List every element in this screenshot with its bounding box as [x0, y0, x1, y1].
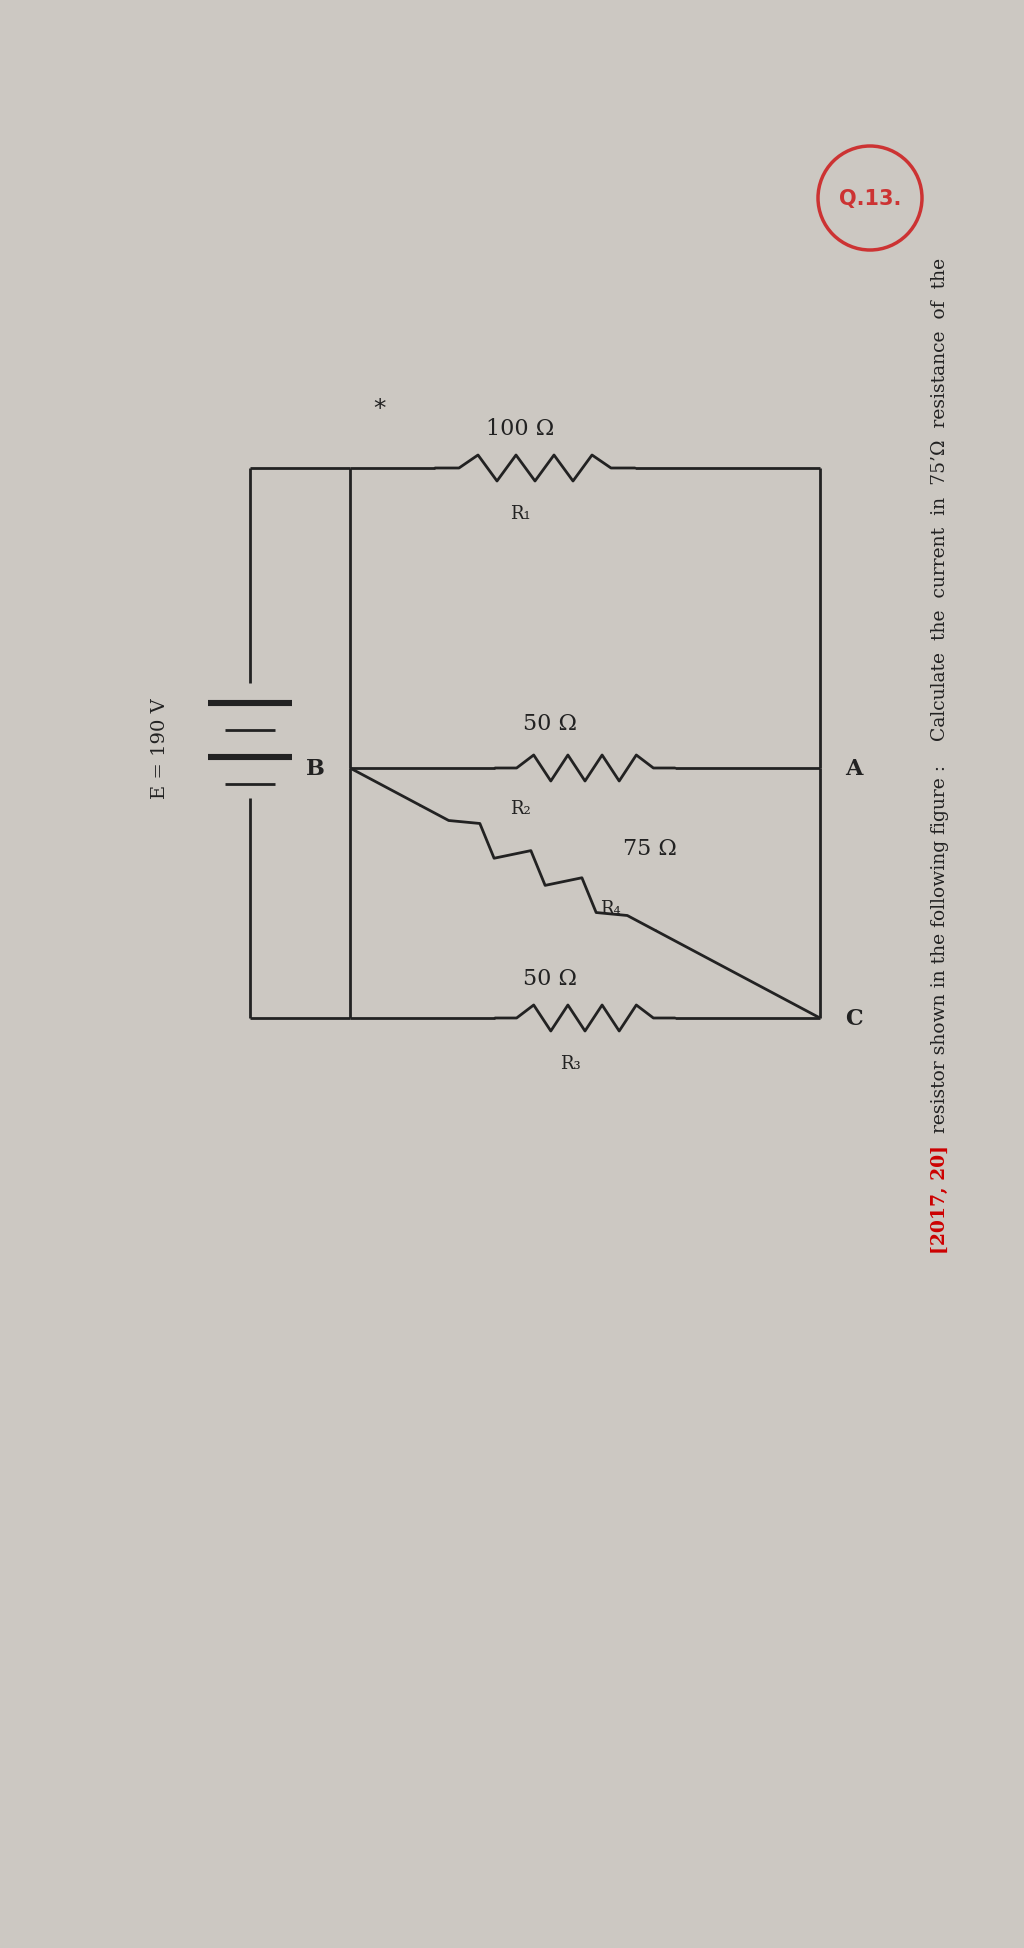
Text: *: *: [374, 397, 386, 421]
Text: 75 Ω: 75 Ω: [623, 838, 677, 859]
Text: C: C: [845, 1007, 862, 1029]
Text: resistor shown in the following figure :: resistor shown in the following figure :: [931, 766, 949, 1132]
Text: 50 Ω: 50 Ω: [523, 968, 577, 990]
Text: B: B: [306, 758, 325, 779]
Text: E = 190 V: E = 190 V: [151, 697, 169, 799]
Text: R₃: R₃: [560, 1054, 581, 1073]
Text: R₁: R₁: [510, 505, 530, 522]
Text: A: A: [845, 758, 862, 779]
Text: R₂: R₂: [510, 799, 530, 818]
Text: R₄: R₄: [600, 900, 621, 918]
Text: 100 Ω: 100 Ω: [485, 417, 554, 440]
Text: Q.13.: Q.13.: [839, 189, 901, 208]
Text: [2017, 20]: [2017, 20]: [931, 1143, 949, 1253]
Text: Calculate  the  current  in  75’Ω  resistance  of  the: Calculate the current in 75’Ω resistance…: [931, 257, 949, 740]
Text: 50 Ω: 50 Ω: [523, 713, 577, 734]
